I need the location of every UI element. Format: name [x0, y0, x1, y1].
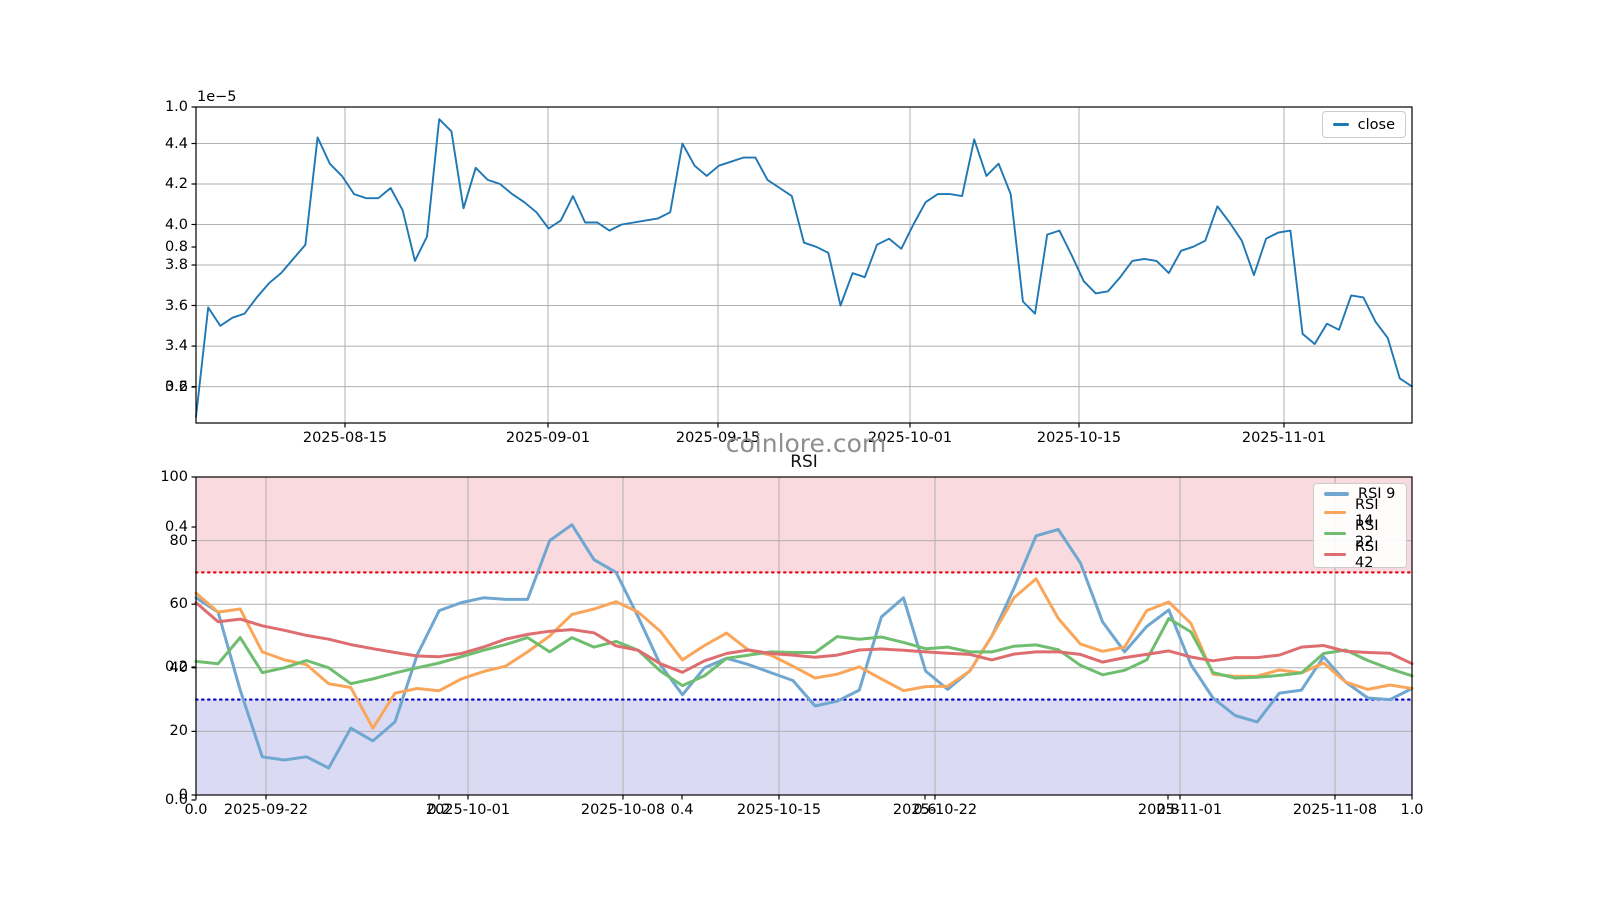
x-tick-label: 2025-08-15 [302, 430, 388, 446]
band-overbought [196, 477, 1412, 573]
y-overlay-tick-label: 0.4 [164, 519, 188, 535]
rsi-chart-legend: RSI 9 RSI 14 RSI 22 RSI 42 [1313, 483, 1407, 571]
close-chart-legend: close [1322, 111, 1406, 138]
legend-label: RSI 9 [1358, 486, 1396, 502]
legend-label: RSI 14 [1354, 496, 1379, 529]
y-tick-label: 3.8 [164, 257, 188, 273]
y-tick-label: 0 [178, 787, 188, 803]
legend-entry-rsi22: RSI 22 [1324, 518, 1396, 550]
band-oversold [196, 699, 1412, 795]
y-tick-label: 4.0 [164, 216, 188, 233]
x-tick-label: 2025-10-01 [425, 802, 511, 818]
legend-label: close [1357, 116, 1395, 133]
legend-label: RSI 42 [1354, 538, 1379, 571]
y-tick-label: 60 [169, 596, 188, 613]
legend-label: RSI 22 [1354, 517, 1379, 550]
x-tick-label: 2025-10-15 [1036, 430, 1122, 446]
legend-entry-rsi42: RSI 42 [1324, 539, 1396, 571]
close-line-swatch [1333, 123, 1349, 126]
x-tick-label: 2025-11-01 [1241, 430, 1327, 446]
y-tick-label: 4.4 [164, 135, 188, 152]
y-overlay-tick-label: 0.2 [164, 659, 188, 675]
x-overlay-tick-label: 0.6 [913, 802, 937, 818]
legend-entry-rsi14: RSI 14 [1324, 497, 1396, 529]
x-tick-label: 2025-09-01 [505, 430, 591, 446]
legend-entry-rsi9: RSI 9 [1324, 486, 1396, 502]
y-tick-label: 40 [169, 659, 188, 676]
y-tick-label: 3.2 [164, 378, 188, 395]
watermark: coinlore.com [725, 429, 887, 458]
y-tick-label: 4.2 [164, 176, 188, 192]
x-tick-label: 2025-10-15 [736, 802, 822, 818]
series-line-rsi-22 [194, 617, 1414, 688]
x-tick-label: 2025-10-08 [580, 802, 666, 818]
y-overlay-tick-label: 0.8 [164, 239, 188, 255]
x-tick-label: 2025-10-22 [892, 802, 978, 818]
y-overlay-tick-label: 0.6 [164, 379, 188, 395]
y-tick-label: 3.6 [164, 297, 188, 314]
x-tick-label: 2025-11-08 [1292, 802, 1378, 818]
y-axis-offset-label: 1e−5 [197, 89, 237, 105]
y-tick-label: 3.4 [164, 338, 188, 355]
rsi9-line-swatch [1324, 492, 1349, 496]
rsi-chart-title: RSI [790, 452, 818, 472]
rsi14-line-swatch [1324, 510, 1346, 515]
x-tick-label: 2025-09-22 [223, 802, 309, 818]
x-overlay-tick-label: 0.2 [427, 802, 451, 818]
x-overlay-tick-label: 1.0 [1400, 802, 1424, 818]
y-tick-label: 100 [160, 469, 188, 485]
y-tick-label: 80 [169, 532, 188, 549]
rsi22-line-swatch [1324, 531, 1346, 536]
series-line-close [195, 118, 1413, 418]
legend-entry-close: close [1333, 115, 1395, 134]
y-tick-label: 20 [169, 723, 188, 740]
x-tick-label: 2025-10-01 [867, 430, 953, 446]
x-tick-label: 2025-09-15 [675, 430, 761, 446]
y-overlay-tick-label: 0.0 [164, 792, 188, 808]
x-overlay-tick-label: 0.0 [184, 802, 208, 818]
x-tick-label: 2025-11-01 [1137, 802, 1223, 818]
y-overlay-tick-label: 1.0 [164, 99, 188, 115]
axes-frame [195, 476, 1413, 796]
rsi42-line-swatch [1324, 552, 1346, 557]
x-overlay-tick-label: 0.8 [1156, 802, 1180, 818]
x-overlay-tick-label: 0.4 [670, 802, 694, 818]
series-line-rsi-42 [194, 601, 1414, 674]
series-line-rsi-9 [194, 523, 1414, 770]
